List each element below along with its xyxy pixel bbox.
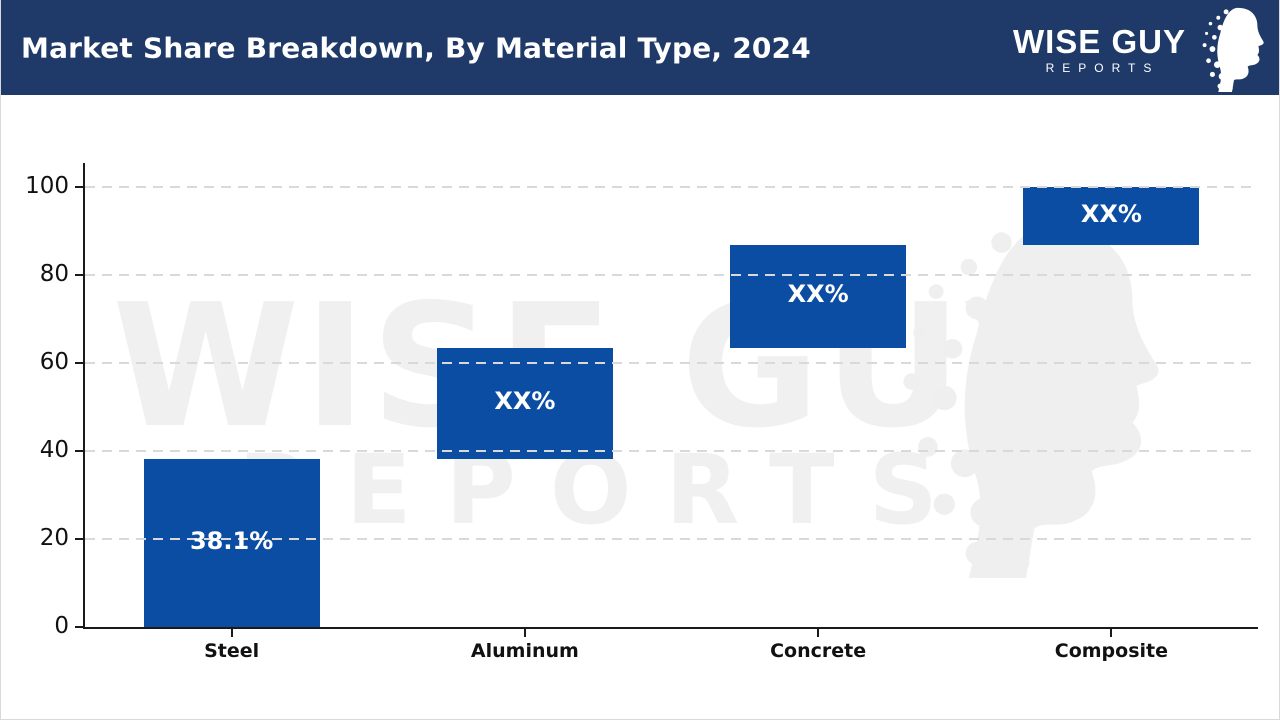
bar-steel [143, 459, 320, 627]
x-category-label-concrete: Concrete [770, 640, 867, 662]
x-category-label-steel: Steel [204, 640, 260, 662]
chart-title: Market Share Breakdown, By Material Type… [21, 31, 811, 64]
header-banner: Market Share Breakdown, By Material Type… [0, 0, 1280, 95]
y-tick-label-60: 60 [39, 349, 69, 375]
bar-aluminum [436, 347, 613, 460]
y-tick-label-0: 0 [54, 613, 69, 639]
y-axis-tick-20 [75, 538, 85, 540]
y-tick-label-40: 40 [39, 437, 69, 463]
y-tick-label-20: 20 [39, 525, 69, 551]
gridline-100 [85, 186, 1258, 188]
bar-value-label-aluminum: XX% [494, 387, 556, 416]
y-axis-tick-60 [75, 362, 85, 364]
x-axis-tick-concrete [817, 629, 820, 637]
x-axis-tick-composite [1110, 629, 1113, 637]
logo-head-icon [1194, 6, 1268, 94]
y-axis-tick-40 [75, 450, 85, 452]
bar-value-label-composite: XX% [1080, 199, 1142, 228]
gridline-20 [85, 538, 1258, 540]
logo-name-text: WISE GUY [1012, 23, 1186, 60]
x-category-label-composite: Composite [1054, 640, 1168, 662]
x-category-label-aluminum: Aluminum [470, 640, 579, 662]
x-axis-line [83, 627, 1258, 629]
logo-wordmark: WISE GUY REPORTS [1013, 25, 1186, 75]
y-tick-label-100: 100 [25, 173, 69, 199]
bar-concrete [730, 244, 907, 348]
gridline-40 [85, 450, 1258, 452]
wise-guy-logo: WISE GUY REPORTS [1013, 4, 1270, 94]
gridline-60 [85, 362, 1258, 364]
gridline-80 [85, 274, 1258, 276]
bar-value-label-concrete: XX% [787, 280, 849, 309]
x-axis-tick-steel [230, 629, 233, 637]
y-tick-label-80: 80 [39, 261, 69, 287]
logo-reports-text: REPORTS [1045, 61, 1160, 75]
y-axis-tick-0 [75, 626, 85, 628]
y-axis-line [83, 163, 85, 629]
y-axis-tick-100 [75, 186, 85, 188]
y-axis-tick-80 [75, 274, 85, 276]
x-axis-tick-aluminum [523, 629, 526, 637]
bar-value-label-steel: 38.1% [189, 527, 274, 556]
